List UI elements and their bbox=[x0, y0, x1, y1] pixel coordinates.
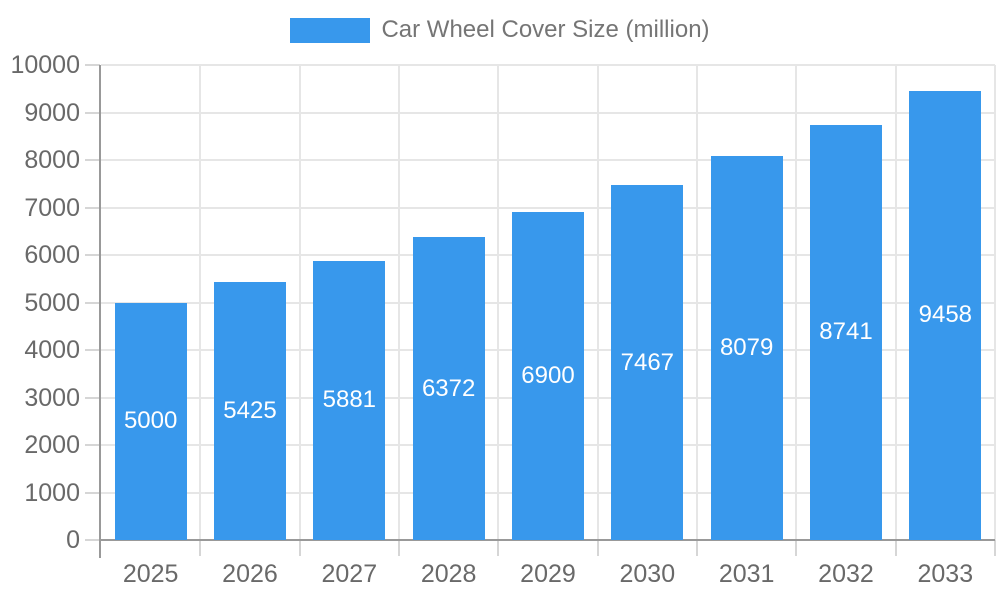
bar[interactable] bbox=[114, 302, 187, 540]
y-tick-mark bbox=[85, 444, 100, 446]
bar-value-label: 5000 bbox=[123, 407, 178, 435]
x-gridline bbox=[696, 65, 698, 540]
x-axis-label: 2028 bbox=[420, 560, 477, 588]
bar-value-label: 5425 bbox=[223, 397, 277, 425]
y-tick-mark bbox=[85, 254, 100, 256]
legend-swatch-icon bbox=[290, 17, 371, 43]
y-gridline bbox=[101, 206, 995, 209]
x-gridline bbox=[298, 65, 301, 540]
x-axis-label: 2029 bbox=[520, 560, 576, 588]
y-axis-line bbox=[99, 65, 101, 558]
legend[interactable]: Car Wheel Cover Size (million) bbox=[0, 16, 1000, 44]
bar[interactable] bbox=[512, 212, 584, 540]
x-gridline bbox=[497, 65, 500, 540]
y-axis-label: 1000 bbox=[24, 478, 80, 507]
bar-value-label: 7467 bbox=[620, 348, 675, 376]
y-gridline bbox=[101, 64, 995, 66]
x-axis-label: 2032 bbox=[818, 560, 874, 588]
y-axis-label: 10000 bbox=[10, 51, 80, 79]
x-gridline bbox=[994, 65, 996, 540]
y-tick-mark bbox=[85, 491, 100, 494]
bar[interactable] bbox=[412, 237, 485, 540]
x-tick-mark bbox=[795, 540, 798, 556]
x-axis-label: 2025 bbox=[122, 560, 179, 588]
y-axis-label: 4000 bbox=[24, 336, 80, 364]
bar[interactable] bbox=[313, 260, 386, 540]
y-axis-label: 8000 bbox=[24, 146, 80, 174]
bar-value-label: 5881 bbox=[322, 386, 377, 414]
y-tick-mark bbox=[85, 64, 100, 66]
bar[interactable] bbox=[710, 156, 783, 540]
x-tick-mark bbox=[497, 540, 500, 556]
bar-value-label: 8079 bbox=[719, 334, 774, 362]
y-gridline bbox=[101, 111, 995, 114]
y-tick-mark bbox=[85, 539, 100, 541]
y-tick-mark bbox=[85, 301, 100, 304]
bar[interactable] bbox=[909, 90, 982, 540]
x-tick-mark bbox=[596, 540, 599, 556]
x-gridline bbox=[398, 65, 400, 540]
bar-value-label: 8741 bbox=[819, 318, 873, 346]
y-axis-label: 7000 bbox=[24, 193, 80, 222]
x-tick-mark bbox=[994, 540, 996, 556]
x-axis-label: 2031 bbox=[718, 560, 775, 588]
bar-value-label: 6372 bbox=[421, 374, 476, 402]
y-axis-label: 9000 bbox=[24, 98, 80, 127]
x-tick-mark bbox=[894, 540, 897, 556]
x-tick-mark bbox=[398, 540, 400, 556]
x-gridline bbox=[596, 65, 599, 540]
y-axis-label: 6000 bbox=[24, 241, 80, 269]
y-tick-mark bbox=[85, 349, 100, 351]
y-axis-label: 0 bbox=[66, 526, 80, 554]
y-tick-mark bbox=[85, 396, 100, 399]
bar[interactable] bbox=[611, 185, 684, 540]
y-gridline bbox=[101, 159, 995, 161]
y-axis-label: 2000 bbox=[24, 431, 80, 459]
x-axis-label: 2026 bbox=[222, 560, 278, 588]
y-tick-mark bbox=[85, 159, 100, 161]
bar-value-label: 6900 bbox=[521, 362, 575, 390]
x-axis-label: 2030 bbox=[619, 560, 676, 588]
x-axis-line bbox=[99, 539, 995, 541]
y-tick-mark bbox=[85, 206, 100, 209]
x-axis-label: 2033 bbox=[917, 560, 974, 588]
y-tick-mark bbox=[85, 111, 100, 114]
x-gridline bbox=[894, 65, 897, 540]
x-tick-mark bbox=[696, 540, 698, 556]
x-gridline bbox=[199, 65, 202, 540]
bar[interactable] bbox=[810, 124, 882, 540]
x-gridline bbox=[795, 65, 798, 540]
y-axis-label: 5000 bbox=[24, 288, 80, 317]
x-tick-mark bbox=[199, 540, 202, 556]
y-axis-label: 3000 bbox=[24, 383, 80, 412]
bar-value-label: 9458 bbox=[918, 301, 973, 329]
x-tick-mark bbox=[298, 540, 301, 556]
legend-label: Car Wheel Cover Size (million) bbox=[381, 16, 710, 43]
x-axis-label: 2027 bbox=[321, 560, 378, 588]
bar[interactable] bbox=[214, 282, 286, 540]
